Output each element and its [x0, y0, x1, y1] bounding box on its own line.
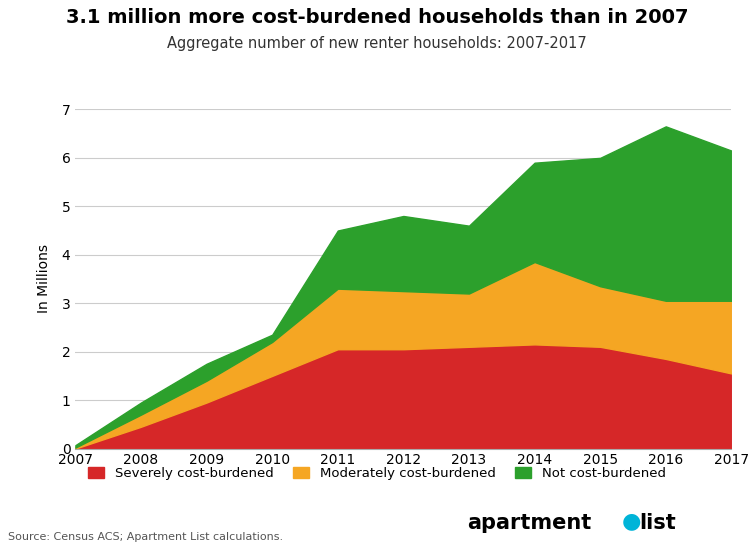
Text: Aggregate number of new renter households: 2007-2017: Aggregate number of new renter household… — [167, 36, 587, 50]
Y-axis label: In Millions: In Millions — [36, 245, 51, 313]
Text: list: list — [639, 513, 676, 533]
Legend: Severely cost-burdened, Moderately cost-burdened, Not cost-burdened: Severely cost-burdened, Moderately cost-… — [83, 462, 671, 486]
Text: apartment: apartment — [467, 513, 592, 533]
Text: Source: Census ACS; Apartment List calculations.: Source: Census ACS; Apartment List calcu… — [8, 532, 283, 542]
Text: 3.1 million more cost-burdened households than in 2007: 3.1 million more cost-burdened household… — [66, 8, 688, 27]
Text: ●: ● — [622, 511, 642, 532]
